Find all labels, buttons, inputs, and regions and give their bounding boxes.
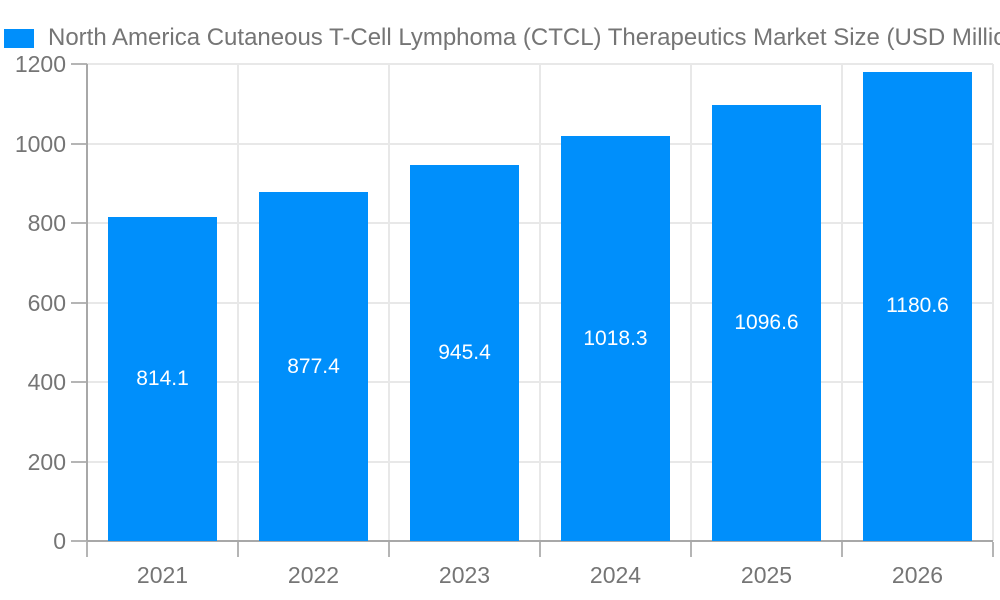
bar-value-label: 1096.6 <box>734 311 799 335</box>
y-tick-label: 1200 <box>14 51 66 77</box>
bar[interactable] <box>410 165 519 541</box>
v-gridline <box>237 64 239 541</box>
bar-value-label: 1180.6 <box>886 294 949 318</box>
bar[interactable] <box>561 136 670 541</box>
bar[interactable] <box>863 71 972 541</box>
x-tick-label: 2022 <box>287 562 340 588</box>
x-axis-tick <box>992 542 994 557</box>
bar-value-label: 814.1 <box>136 367 189 391</box>
y-tick-label: 400 <box>27 369 66 395</box>
x-tick-label: 2023 <box>438 562 491 588</box>
y-axis-tick <box>71 142 87 145</box>
v-gridline <box>841 64 843 541</box>
x-axis-tick <box>237 542 239 557</box>
y-axis-tick <box>71 381 87 383</box>
v-gridline <box>539 64 541 541</box>
legend[interactable]: North America Cutaneous T-Cell Lymphoma … <box>4 22 1000 54</box>
y-tick-label: 200 <box>27 448 66 475</box>
x-axis-tick <box>690 542 692 557</box>
y-tick-label: 800 <box>27 210 66 236</box>
x-tick-label: 2026 <box>891 562 944 588</box>
y-axis-tick <box>71 63 87 65</box>
bar[interactable] <box>259 192 368 541</box>
x-axis-tick <box>539 542 541 557</box>
x-axis-tick <box>86 542 88 557</box>
x-axis-line <box>87 540 993 542</box>
chart-title: North America Cutaneous T-Cell Lymphoma … <box>48 24 1000 51</box>
bar-value-label: 877.4 <box>287 354 340 378</box>
y-tick-label: 0 <box>53 528 66 554</box>
x-tick-label: 2024 <box>589 562 642 588</box>
y-axis-tick <box>71 222 87 224</box>
y-axis-tick <box>71 301 87 304</box>
y-axis-tick <box>71 460 87 463</box>
x-tick-label: 2021 <box>136 562 189 588</box>
bar[interactable] <box>712 105 821 541</box>
legend-swatch-icon <box>4 28 34 48</box>
y-tick-label: 600 <box>27 289 66 316</box>
y-axis-line <box>86 64 88 541</box>
y-tick-label: 1000 <box>14 130 66 157</box>
x-axis-tick <box>841 542 843 557</box>
bar-value-label: 1018.3 <box>583 326 648 350</box>
v-gridline <box>992 64 994 541</box>
v-gridline <box>690 64 692 541</box>
v-gridline <box>388 64 390 541</box>
x-axis-tick <box>388 542 390 557</box>
bar[interactable] <box>108 217 217 541</box>
y-axis-tick <box>71 540 87 542</box>
x-tick-label: 2025 <box>740 562 793 588</box>
bar-value-label: 945.4 <box>438 341 491 365</box>
